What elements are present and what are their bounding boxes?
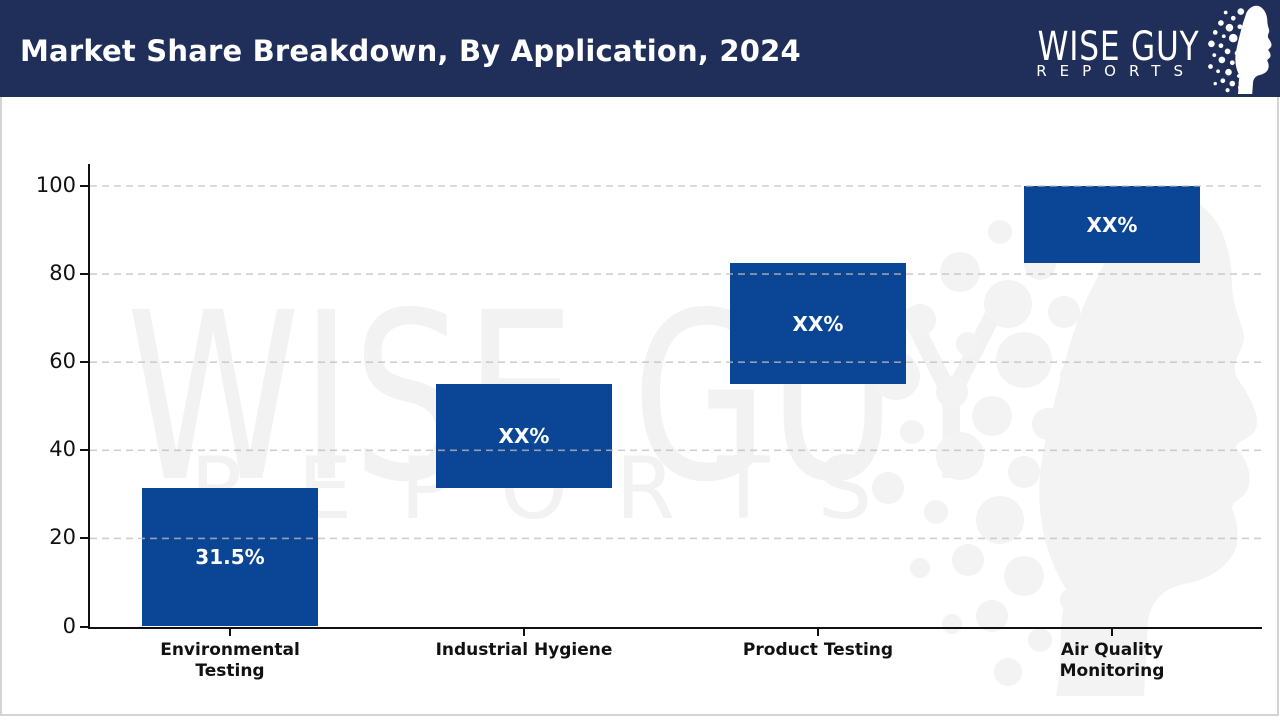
x-tick-label: Product Testing	[742, 640, 894, 660]
bar-1: 31.5%	[142, 487, 318, 627]
bar-3: XX%	[730, 263, 906, 385]
x-tick-mark	[523, 628, 525, 636]
bar-2: XX%	[436, 384, 612, 488]
logo-subtext: REPORTS	[1036, 62, 1196, 80]
x-axis-spine	[88, 626, 1262, 629]
x-tick-label: Industrial Hygiene	[435, 640, 613, 660]
bar-value-label: XX%	[498, 423, 550, 448]
header-bar: Market Share Breakdown, By Application, …	[0, 0, 1280, 97]
y-tick-label: 0	[62, 613, 76, 638]
y-tick-label: 80	[49, 261, 76, 286]
logo-wordmark: WISE GUY	[1037, 24, 1199, 70]
y-tick-mark	[80, 625, 89, 628]
y-tick-label: 100	[35, 173, 76, 197]
y-tick-mark	[80, 185, 89, 187]
page-title: Market Share Breakdown, By Application, …	[20, 34, 801, 68]
y-tick-mark	[80, 537, 89, 540]
y-axis-spine	[88, 164, 90, 629]
y-tick-mark	[80, 449, 89, 452]
y-tick-label: 40	[49, 437, 76, 462]
x-tick-label: Environmental Testing	[160, 640, 300, 681]
y-tick-mark	[80, 361, 89, 364]
y-tick-label: 60	[49, 349, 76, 374]
x-tick-mark	[1111, 628, 1113, 636]
bar-4: XX%	[1024, 186, 1200, 264]
wiseguy-face-icon	[1208, 5, 1272, 94]
bar-value-label: XX%	[1086, 212, 1138, 237]
y-tick-label: 20	[49, 525, 76, 550]
bar-value-label: 31.5%	[195, 545, 265, 570]
bar-value-label: XX%	[792, 311, 844, 336]
x-tick-mark	[229, 628, 231, 636]
x-tick-label: Air Quality Monitoring	[1059, 640, 1165, 681]
y-tick-mark	[80, 273, 89, 276]
x-tick-mark	[817, 628, 819, 636]
brand-logo: WISE GUY REPORTS	[1014, 0, 1274, 97]
